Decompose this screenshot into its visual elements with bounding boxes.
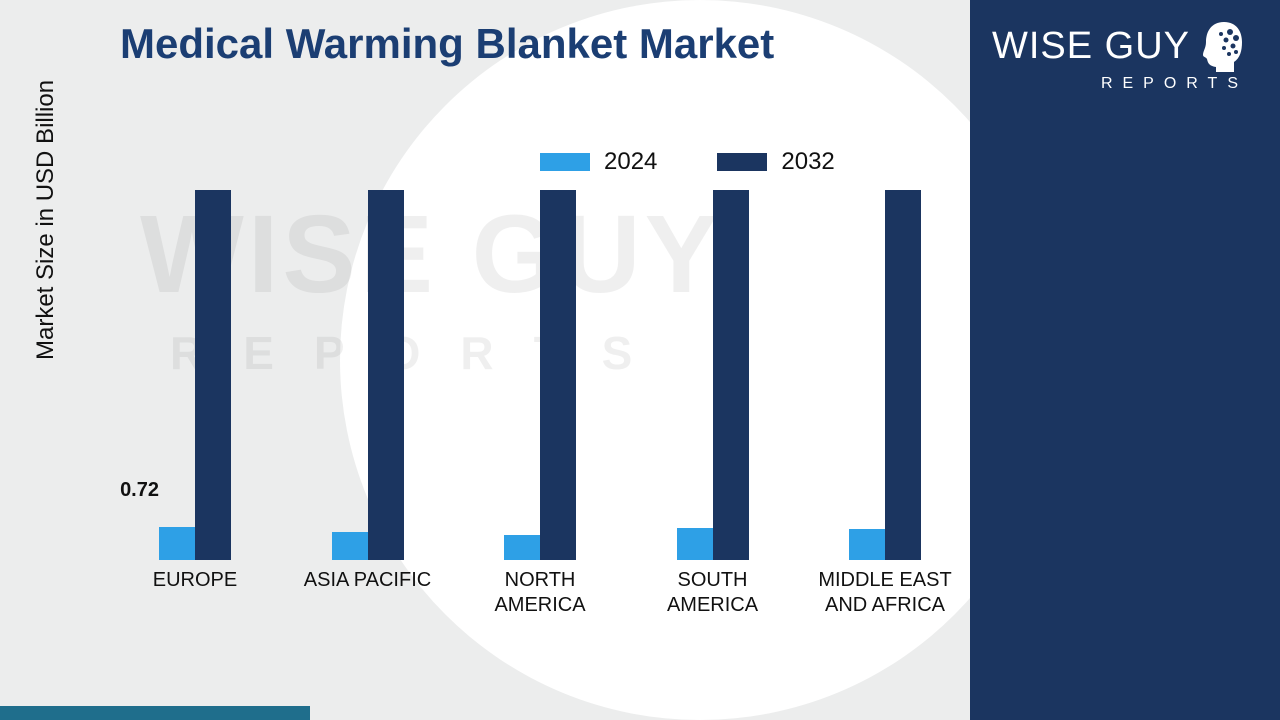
category-label: NORTH AMERICA <box>460 568 620 618</box>
brand-panel <box>970 0 1280 720</box>
category-label: MIDDLE EAST AND AFRICA <box>805 568 965 618</box>
bar-group: ASIA PACIFIC <box>293 190 443 560</box>
head-icon <box>1196 18 1252 74</box>
legend-label-2024: 2024 <box>604 148 657 176</box>
bar: 0.72 <box>159 527 195 560</box>
y-axis-label: Market Size in USD Billion <box>32 80 60 360</box>
bar-group: MIDDLE EAST AND AFRICA <box>810 190 960 560</box>
category-label: EUROPE <box>115 568 275 593</box>
bar <box>504 535 540 560</box>
bar-group: 0.72EUROPE <box>120 190 270 560</box>
bar-pair <box>332 190 404 560</box>
bar-group: SOUTH AMERICA <box>638 190 788 560</box>
bar <box>849 529 885 560</box>
bar-pair <box>849 190 921 560</box>
chart-title: Medical Warming Blanket Market <box>120 20 774 68</box>
page: WISE GUY REPORTS Medical Warming Blanket… <box>0 0 1280 720</box>
bar <box>195 190 231 560</box>
bar-value-label: 0.72 <box>120 479 159 502</box>
bar <box>368 190 404 560</box>
legend-item-2032: 2032 <box>717 148 834 176</box>
plot-area: 0.72EUROPEASIA PACIFICNORTH AMERICASOUTH… <box>120 190 960 560</box>
bar <box>540 190 576 560</box>
bar-group: NORTH AMERICA <box>465 190 615 560</box>
legend: 2024 2032 <box>540 148 835 176</box>
legend-item-2024: 2024 <box>540 148 657 176</box>
bar-groups: 0.72EUROPEASIA PACIFICNORTH AMERICASOUTH… <box>120 190 960 560</box>
bar <box>713 190 749 560</box>
bar <box>885 190 921 560</box>
bar <box>677 528 713 560</box>
legend-swatch-2024 <box>540 153 590 171</box>
bar-pair: 0.72 <box>159 190 231 560</box>
brand-logo: WISE GUY REPORTS <box>992 18 1252 92</box>
bar-pair <box>504 190 576 560</box>
bar-pair <box>677 190 749 560</box>
legend-label-2032: 2032 <box>781 148 834 176</box>
brand-sub: REPORTS <box>992 76 1248 92</box>
legend-swatch-2032 <box>717 153 767 171</box>
brand-name: WISE GUY <box>992 27 1190 65</box>
footer-accent <box>0 706 310 720</box>
category-label: ASIA PACIFIC <box>288 568 448 593</box>
category-label: SOUTH AMERICA <box>633 568 793 618</box>
bar <box>332 532 368 560</box>
